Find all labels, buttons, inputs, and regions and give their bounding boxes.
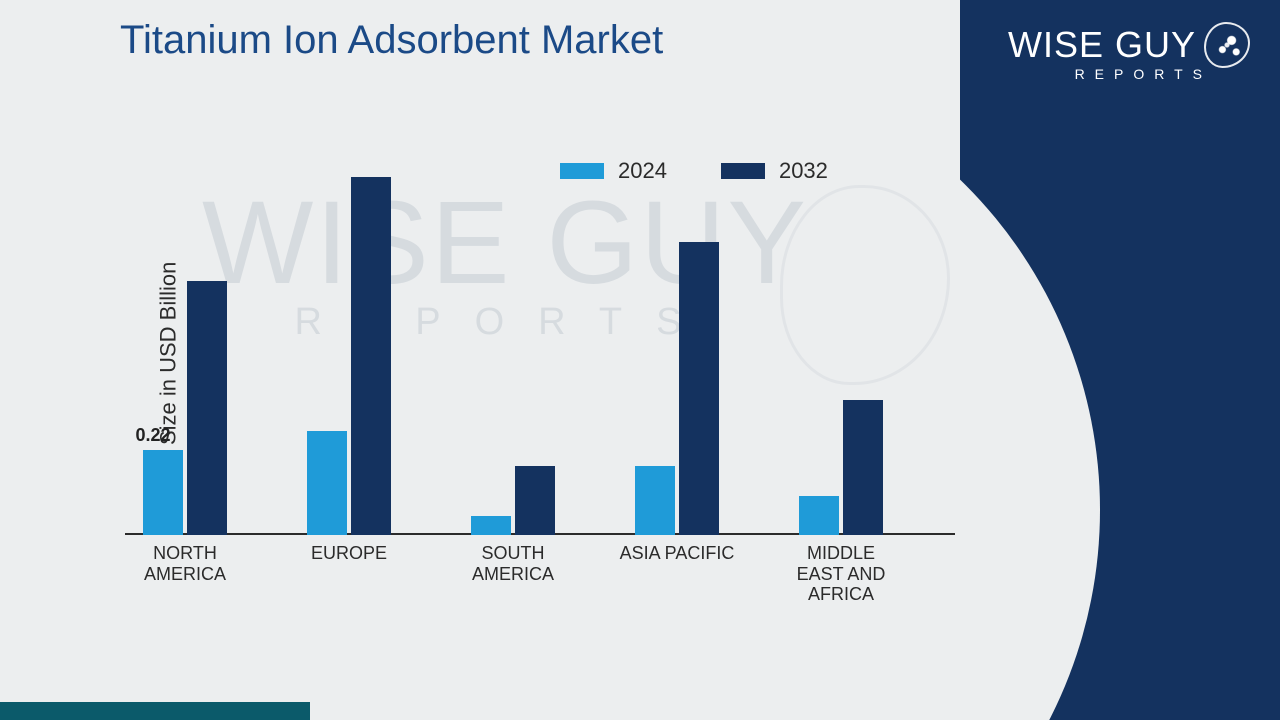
- bar-2024: [635, 466, 675, 535]
- x-tick-label: NORTH AMERICA: [125, 543, 245, 584]
- bar-2024: [799, 496, 839, 535]
- chart-area: Market Size in USD Billion 0.22 NORTH AM…: [95, 150, 955, 630]
- x-axis-labels: NORTH AMERICA EUROPE SOUTH AMERICA ASIA PAC…: [125, 535, 955, 630]
- bar-2032: [515, 466, 555, 535]
- accent-bar: [0, 702, 310, 720]
- bar-2032: [351, 177, 391, 535]
- x-tick-label: EUROPE: [289, 543, 409, 564]
- chart-title: Titanium Ion Adsorbent Market: [120, 18, 663, 63]
- brand-name: WISE GUY: [1008, 24, 1196, 66]
- bar-2024: [307, 431, 347, 535]
- bar-2024: [143, 450, 183, 535]
- bar-2032: [187, 281, 227, 535]
- brand-sub: REPORTS: [1008, 66, 1250, 82]
- bar-2032: [843, 400, 883, 535]
- brand-panel: WISE GUY REPORTS: [960, 0, 1280, 720]
- plot-area: 0.22: [125, 150, 955, 535]
- bar-2024: [471, 516, 511, 535]
- x-tick-label: MIDDLE EAST AND AFRICA: [781, 543, 901, 605]
- bar-value-label: 0.22: [123, 425, 183, 446]
- bar-2032: [679, 242, 719, 535]
- x-tick-label: SOUTH AMERICA: [453, 543, 573, 584]
- chart-stage: WISE GUY REPORTS WISE GUY REPORTS Titani…: [0, 0, 1280, 720]
- brand-logo: WISE GUY REPORTS: [1008, 22, 1250, 82]
- x-tick-label: ASIA PACIFIC: [617, 543, 737, 564]
- brand-head-icon: [1204, 22, 1250, 68]
